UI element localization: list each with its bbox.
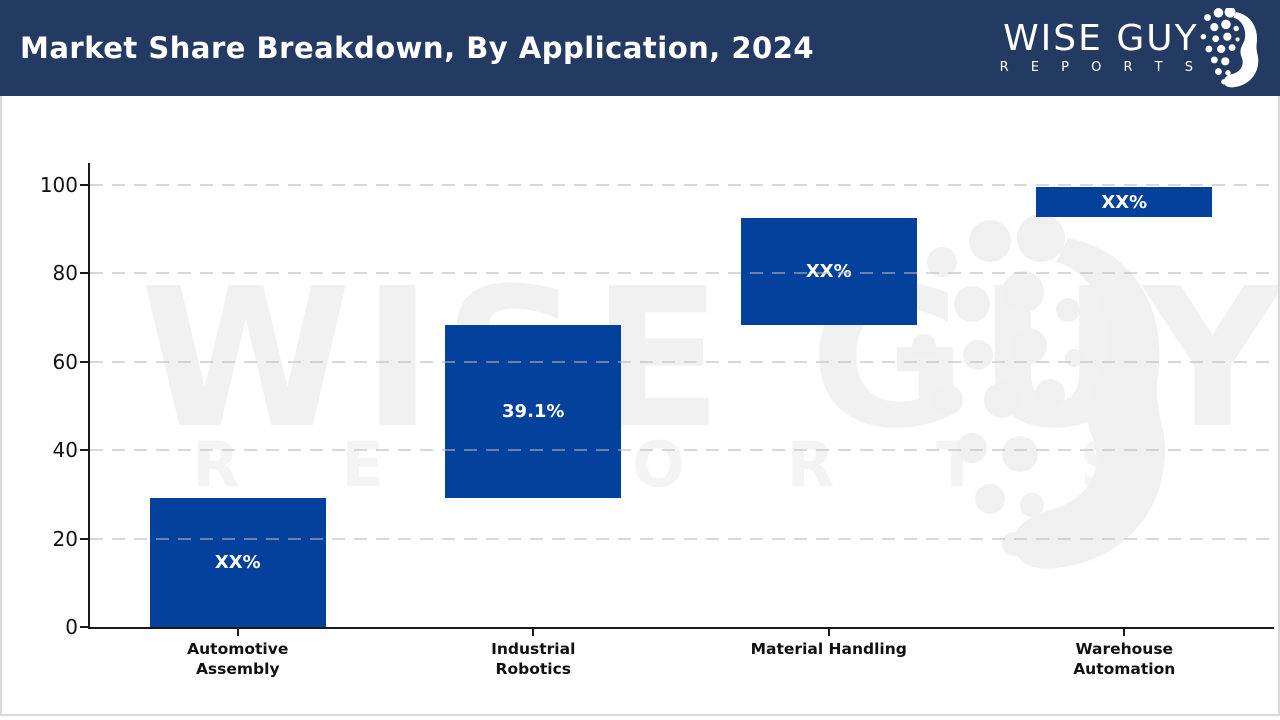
y-tick-mark-40: [80, 449, 88, 452]
dotted-head-icon: [1200, 8, 1259, 88]
bar-value-label: XX%: [1101, 191, 1148, 213]
y-axis-spine: [88, 163, 90, 629]
plot-area: WISE GUY R E P O R T S 0 20 40 60 80 100 XX% Au…: [2, 96, 1280, 714]
bar-value-label: XX%: [214, 551, 261, 573]
x-tick-mark-1: [236, 629, 239, 636]
x-axis-spine: [88, 627, 1274, 629]
bar-segment: 39.1%: [445, 325, 622, 498]
chart-panel: WISE GUY R E P O R T S 0 20 40 60 80 100 XX% Au…: [0, 96, 1280, 716]
gridline-20: [90, 537, 1272, 540]
x-tick-mark-2: [532, 629, 535, 636]
logo-wordmark: WISE GUY: [1003, 18, 1199, 59]
header-banner: Market Share Breakdown, By Application, …: [0, 0, 1280, 96]
wise-guy-reports-logo: WISE GUY R E P O R T S: [1000, 0, 1264, 96]
gridline-60: [90, 360, 1272, 363]
y-tick-mark-60: [80, 360, 88, 363]
y-tick-mark-100: [80, 184, 88, 186]
gridline-40: [90, 449, 1272, 452]
gridline-80: [90, 272, 1272, 275]
bar-segment: XX%: [740, 218, 917, 326]
x-tick-mark-3: [827, 629, 830, 636]
y-tick-label-20: 20: [52, 526, 78, 551]
y-tick-mark-80: [80, 272, 88, 275]
x-category-label: Warehouse Automation: [1073, 640, 1176, 678]
bar-value-label: 39.1%: [502, 401, 565, 423]
y-tick-mark-0: [80, 626, 88, 628]
gridline-100: [90, 184, 1272, 186]
y-tick-label-80: 80: [52, 261, 78, 286]
x-tick-mark-4: [1123, 629, 1126, 636]
bar-segment: XX%: [149, 497, 326, 627]
x-category-label: Industrial Robotics: [491, 640, 576, 678]
y-tick-label-100: 100: [39, 173, 78, 197]
y-tick-label-40: 40: [52, 438, 78, 463]
bar-value-label: XX%: [806, 261, 852, 282]
y-tick-label-60: 60: [52, 349, 78, 374]
bar-segment: XX%: [1036, 186, 1213, 218]
x-category-label: Automotive Assembly: [187, 640, 289, 678]
watermark-wordmark: WISE GUY: [140, 248, 1280, 471]
y-tick-label-0: 0: [65, 615, 78, 639]
chart-title: Market Share Breakdown, By Application, …: [20, 31, 815, 65]
x-category-label: Material Handling: [750, 640, 907, 658]
y-tick-mark-20: [80, 537, 88, 540]
watermark-dotted-head-icon: [912, 215, 1166, 569]
logo-subtitle: R E P O R T S: [999, 60, 1202, 75]
logo-text: WISE GUY R E P O R T S: [999, 18, 1202, 76]
